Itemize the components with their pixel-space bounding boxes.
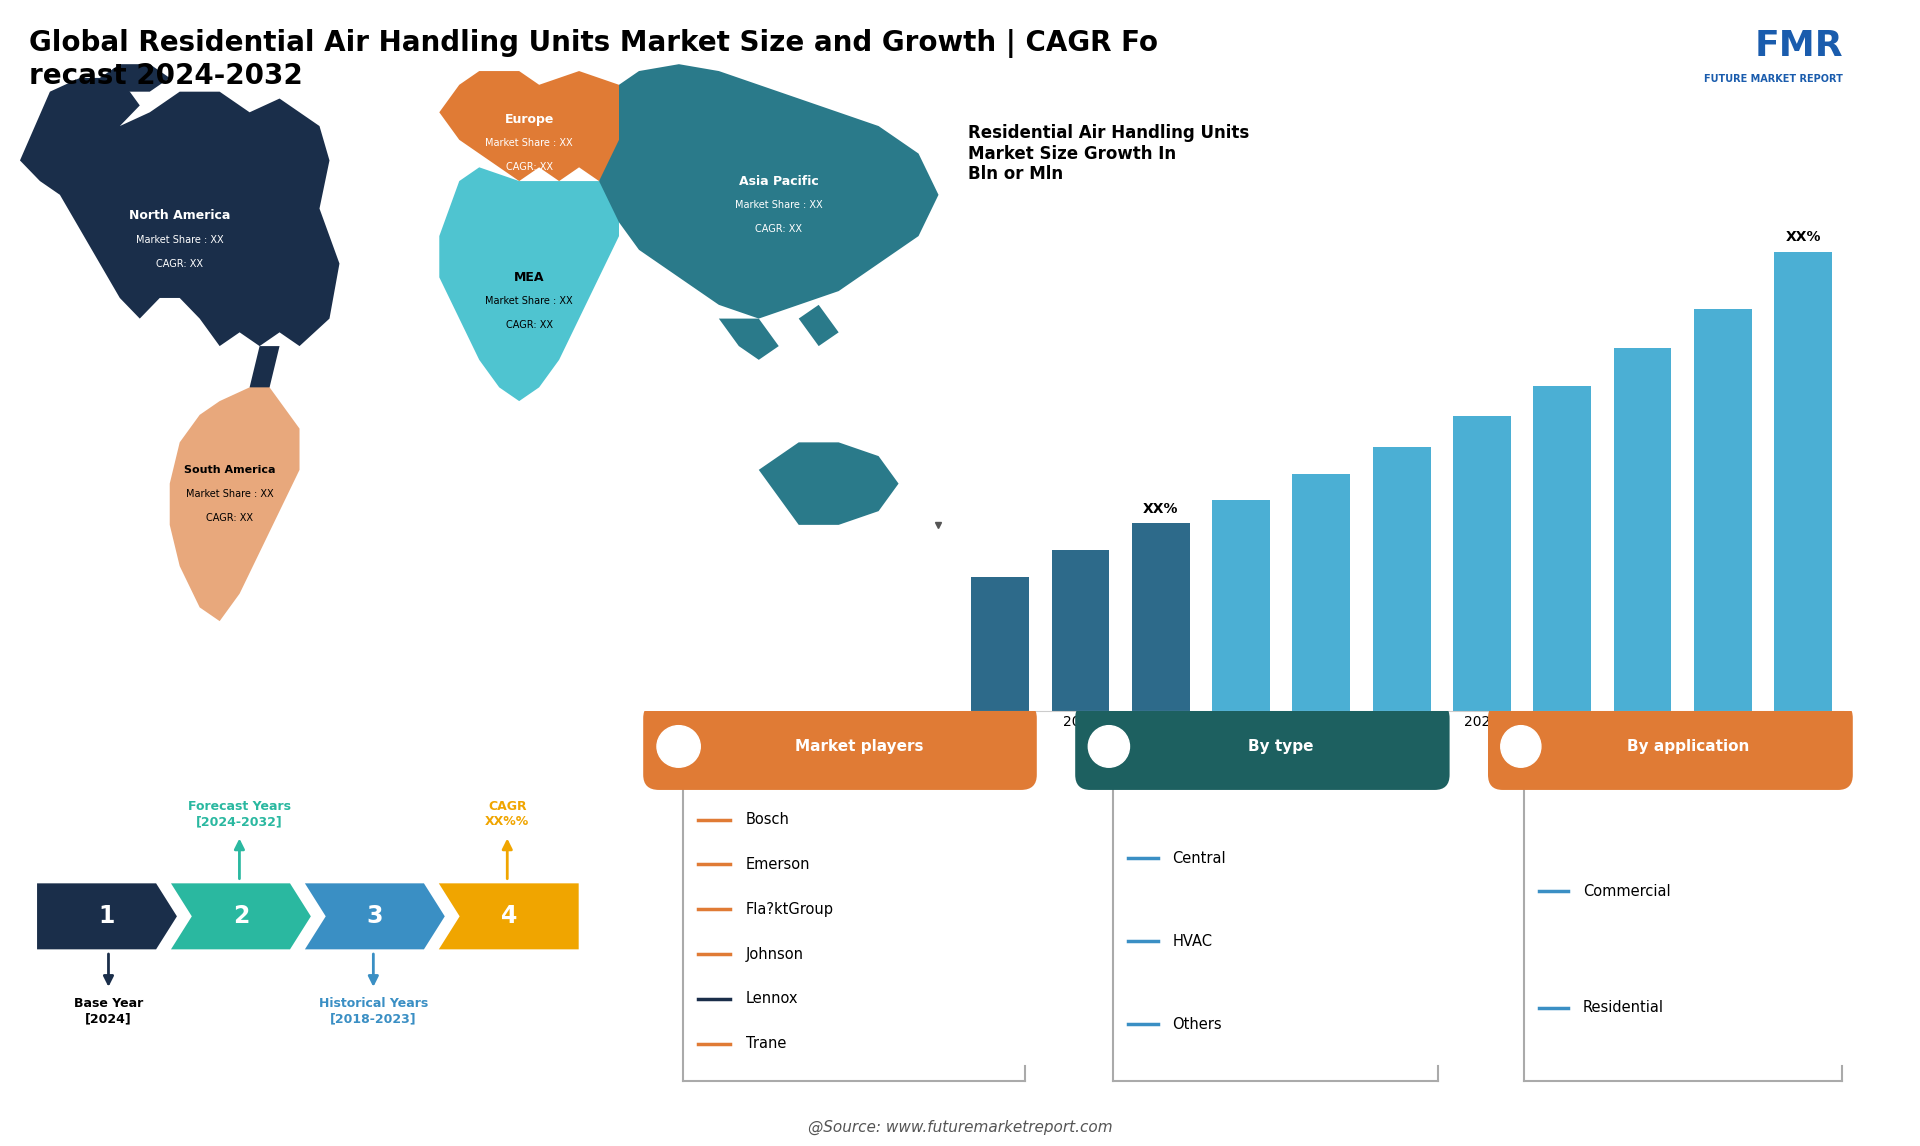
Text: XX%: XX% bbox=[1142, 502, 1179, 516]
Text: Residential Air Handling Units
Market Size Growth In
Bln or Mln: Residential Air Handling Units Market Si… bbox=[968, 124, 1250, 183]
Polygon shape bbox=[440, 884, 578, 949]
FancyBboxPatch shape bbox=[1075, 702, 1450, 790]
Polygon shape bbox=[100, 64, 169, 92]
Text: MEA: MEA bbox=[515, 270, 545, 284]
Text: HVAC: HVAC bbox=[1173, 934, 1213, 949]
Bar bbox=[1453, 416, 1511, 711]
Polygon shape bbox=[799, 305, 839, 346]
Polygon shape bbox=[718, 319, 780, 360]
Text: Residential: Residential bbox=[1582, 1000, 1665, 1015]
Bar bbox=[1373, 447, 1430, 711]
Text: Market players: Market players bbox=[795, 739, 924, 754]
FancyBboxPatch shape bbox=[1488, 702, 1853, 790]
Bar bbox=[1292, 473, 1350, 711]
Text: Global Residential Air Handling Units Market Size and Growth | CAGR Fo
recast 20: Global Residential Air Handling Units Ma… bbox=[29, 29, 1158, 91]
Text: By application: By application bbox=[1628, 739, 1749, 754]
Text: 2: 2 bbox=[232, 904, 250, 928]
Text: CAGR
XX%%: CAGR XX%% bbox=[486, 800, 530, 829]
Text: North America: North America bbox=[129, 209, 230, 222]
Text: Market Share : XX: Market Share : XX bbox=[486, 297, 572, 306]
Text: South America: South America bbox=[184, 465, 275, 474]
Text: Fla?ktGroup: Fla?ktGroup bbox=[745, 902, 833, 917]
Text: CAGR: XX: CAGR: XX bbox=[205, 513, 253, 523]
Polygon shape bbox=[169, 387, 300, 621]
Polygon shape bbox=[19, 78, 340, 346]
Text: CAGR: XX: CAGR: XX bbox=[156, 259, 204, 268]
Polygon shape bbox=[758, 442, 899, 525]
Text: 3: 3 bbox=[367, 904, 384, 928]
Text: Emerson: Emerson bbox=[745, 857, 810, 872]
Text: Bosch: Bosch bbox=[745, 813, 789, 827]
Text: Market Share : XX: Market Share : XX bbox=[735, 201, 822, 210]
Text: CAGR: XX: CAGR: XX bbox=[505, 163, 553, 172]
Text: Johnson: Johnson bbox=[745, 947, 804, 961]
Text: Asia Pacific: Asia Pacific bbox=[739, 174, 818, 188]
Bar bbox=[1131, 524, 1190, 711]
Polygon shape bbox=[250, 346, 280, 401]
Text: Commercial: Commercial bbox=[1582, 884, 1670, 898]
Polygon shape bbox=[440, 71, 659, 181]
Text: FUTURE MARKET REPORT: FUTURE MARKET REPORT bbox=[1705, 74, 1843, 85]
Text: Historical Years
[2018-2023]: Historical Years [2018-2023] bbox=[319, 997, 428, 1025]
Bar bbox=[1613, 347, 1672, 711]
Text: CAGR: XX: CAGR: XX bbox=[505, 321, 553, 330]
Text: Trane: Trane bbox=[745, 1036, 785, 1051]
Text: Others: Others bbox=[1173, 1017, 1223, 1031]
Polygon shape bbox=[305, 884, 445, 949]
Circle shape bbox=[657, 725, 701, 768]
FancyBboxPatch shape bbox=[643, 702, 1037, 790]
Text: Europe: Europe bbox=[505, 112, 553, 126]
Text: FMR: FMR bbox=[1755, 29, 1843, 63]
Bar bbox=[1774, 252, 1832, 711]
Polygon shape bbox=[36, 884, 177, 949]
Text: Base Year
[2024]: Base Year [2024] bbox=[73, 997, 144, 1025]
Text: Market Share : XX: Market Share : XX bbox=[136, 235, 223, 244]
Polygon shape bbox=[599, 64, 939, 319]
Text: XX%: XX% bbox=[1786, 230, 1820, 244]
Text: Market Share : XX: Market Share : XX bbox=[486, 139, 572, 148]
Text: 4: 4 bbox=[501, 904, 516, 928]
Polygon shape bbox=[459, 181, 499, 236]
Text: CAGR: XX: CAGR: XX bbox=[755, 225, 803, 234]
Circle shape bbox=[1501, 725, 1542, 768]
Bar bbox=[1212, 501, 1269, 711]
Text: 1: 1 bbox=[98, 904, 115, 928]
Circle shape bbox=[1089, 725, 1129, 768]
Bar bbox=[972, 576, 1029, 711]
Polygon shape bbox=[440, 167, 618, 401]
Text: Forecast Years
[2024-2032]: Forecast Years [2024-2032] bbox=[188, 800, 292, 829]
Text: Market Share : XX: Market Share : XX bbox=[186, 489, 273, 499]
Polygon shape bbox=[171, 884, 311, 949]
Text: Lennox: Lennox bbox=[745, 991, 799, 1006]
Bar bbox=[1052, 550, 1110, 711]
Bar bbox=[1534, 386, 1592, 711]
Bar bbox=[1693, 309, 1751, 711]
Text: Central: Central bbox=[1173, 850, 1227, 865]
Text: By type: By type bbox=[1248, 739, 1313, 754]
Text: @Source: www.futuremarketreport.com: @Source: www.futuremarketreport.com bbox=[808, 1120, 1112, 1135]
